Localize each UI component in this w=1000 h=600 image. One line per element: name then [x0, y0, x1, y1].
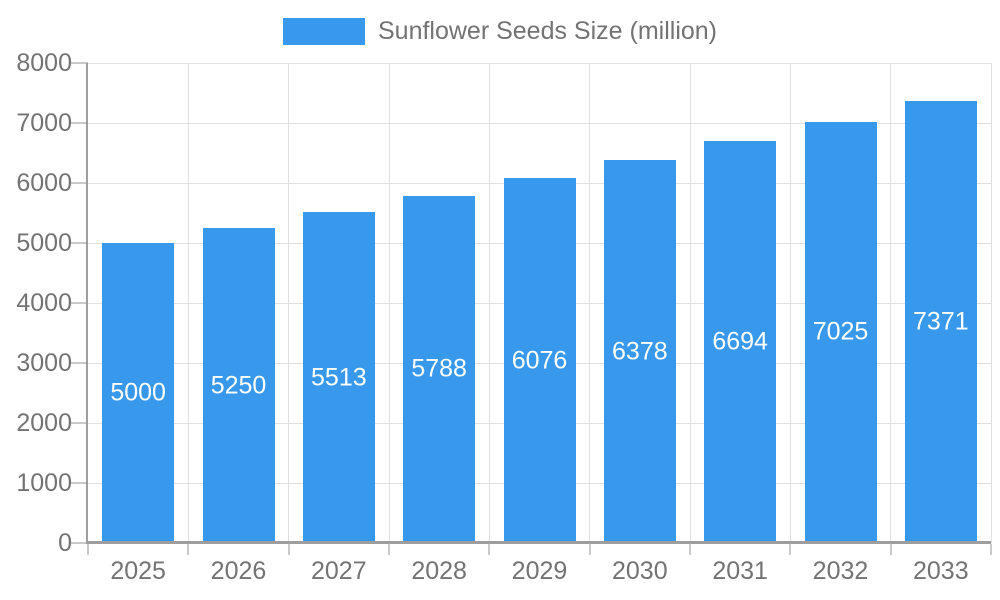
- y-axis-line: [86, 63, 88, 543]
- gridline-vertical: [890, 63, 892, 543]
- x-axis-tick: [789, 544, 792, 555]
- y-axis-tick: [70, 182, 88, 184]
- plot-area: 5000 5250 5513 5788 6076 6378 6694 7025 7371: [88, 62, 992, 543]
- gridline-vertical: [388, 63, 390, 543]
- x-axis-tick-label: 2031: [712, 557, 768, 585]
- gridline-vertical: [589, 63, 591, 543]
- bar: 6694: [704, 141, 777, 543]
- y-axis-tick-label: 7000: [16, 109, 72, 137]
- legend-swatch-icon: [282, 17, 365, 45]
- bar-value-label: 5250: [210, 371, 267, 399]
- y-axis-tick: [70, 542, 88, 544]
- y-axis-tick-label: 4000: [16, 289, 72, 317]
- x-axis-tick: [388, 544, 390, 555]
- y-axis-tick-label: 1000: [16, 469, 72, 497]
- bar: 6076: [503, 178, 576, 543]
- x-axis-tick: [689, 544, 691, 555]
- bar-value-label: 7025: [812, 317, 869, 346]
- x-axis-tick: [588, 544, 591, 555]
- x-axis-tick-label: 2030: [612, 557, 668, 585]
- gridline-vertical: [789, 63, 791, 543]
- x-axis-tick-label: 2026: [210, 557, 267, 585]
- bar-value-label: 6378: [612, 337, 668, 366]
- gridline-vertical: [187, 63, 189, 543]
- y-axis-tick: [70, 362, 88, 364]
- y-axis-tick: [70, 482, 88, 484]
- gridline-vertical: [488, 63, 490, 543]
- y-axis-tick-label: 0: [58, 529, 72, 557]
- x-axis-line: [86, 541, 991, 544]
- y-axis-tick: [70, 62, 88, 64]
- y-axis-tick: [70, 122, 88, 124]
- y-axis-tick-label: 6000: [16, 169, 72, 197]
- bar: 5250: [202, 228, 275, 543]
- bar-value-label: 6694: [712, 327, 768, 356]
- bar: 5788: [403, 195, 476, 543]
- bar: 5000: [102, 243, 175, 543]
- y-axis-tick: [70, 302, 88, 304]
- x-axis-tick-label: 2029: [511, 557, 568, 585]
- gridline-horizontal: [88, 62, 991, 64]
- x-axis-tick: [488, 544, 491, 555]
- gridline-horizontal: [88, 122, 991, 124]
- y-axis-tick: [70, 242, 88, 244]
- y-axis-tick-label: 5000: [16, 229, 72, 257]
- y-axis-tick-label: 3000: [16, 349, 72, 377]
- x-axis-tick: [187, 544, 190, 555]
- x-axis-tick-label: 2028: [411, 557, 467, 585]
- x-axis-tick-label: 2032: [812, 557, 869, 585]
- x-axis-tick-label: 2033: [913, 557, 969, 585]
- x-axis-tick: [889, 544, 892, 555]
- bar-value-label: 7371: [913, 307, 969, 336]
- gridline-vertical: [689, 63, 691, 543]
- legend[interactable]: Sunflower Seeds Size (million): [0, 16, 1000, 46]
- x-axis-tick-label: 2025: [110, 557, 166, 585]
- bar-value-label: 5788: [411, 354, 467, 383]
- y-axis-tick-label: 2000: [16, 409, 72, 437]
- x-axis-tick: [990, 544, 992, 555]
- bar-value-label: 6076: [511, 346, 568, 375]
- bar: 6378: [603, 160, 676, 543]
- gridline-vertical: [288, 63, 290, 543]
- legend-label: Sunflower Seeds Size (million): [377, 17, 718, 45]
- bar: 5513: [302, 212, 375, 543]
- x-axis-tick: [287, 544, 290, 555]
- bar-value-label: 5513: [311, 363, 367, 392]
- x-axis-tick-label: 2027: [311, 557, 367, 585]
- y-axis-tick-label: 8000: [16, 49, 72, 77]
- bar: 7025: [804, 121, 877, 543]
- bar-value-label: 5000: [110, 378, 166, 407]
- gridline-vertical: [990, 63, 992, 543]
- x-axis-tick: [87, 544, 89, 555]
- bar: 7371: [904, 100, 977, 543]
- y-axis-tick: [70, 422, 88, 424]
